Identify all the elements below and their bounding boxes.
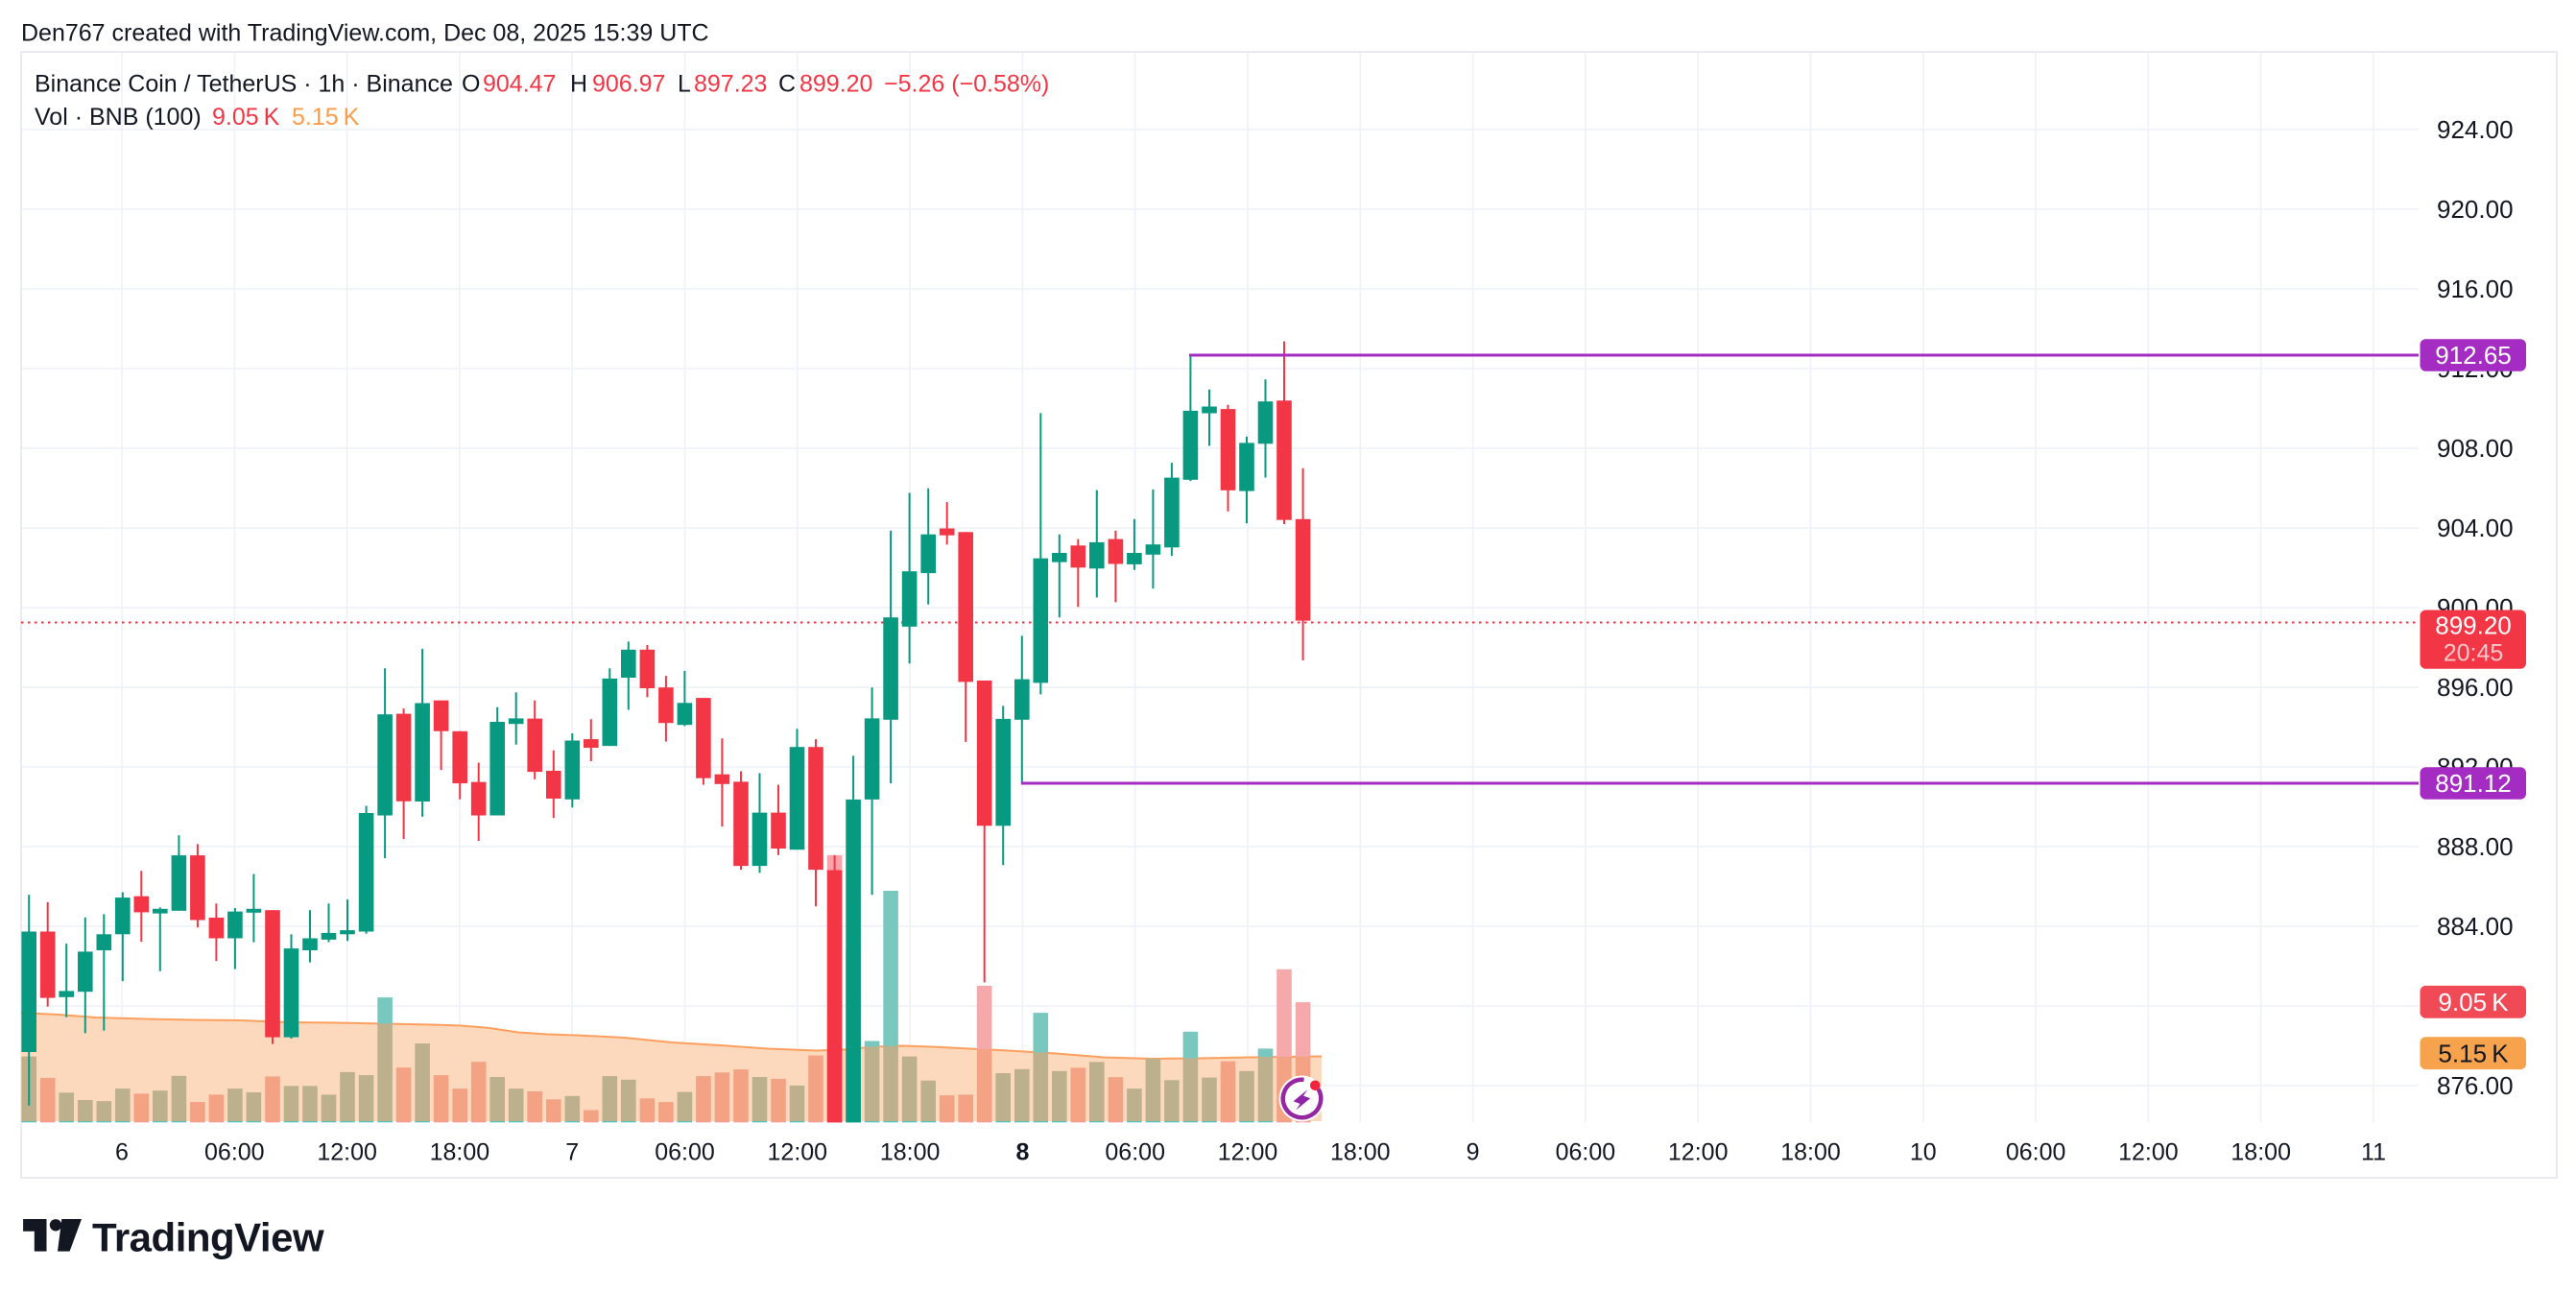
svg-text:8: 8	[1015, 1139, 1029, 1166]
svg-text:12:00: 12:00	[317, 1139, 377, 1166]
svg-text:924.00: 924.00	[2437, 115, 2514, 144]
svg-text:06:00: 06:00	[204, 1139, 265, 1166]
svg-text:Den767 created with TradingVie: Den767 created with TradingView.com, Dec…	[21, 20, 709, 47]
svg-text:7: 7	[565, 1139, 579, 1166]
svg-text:18:00: 18:00	[1780, 1139, 1841, 1166]
svg-text:904.00: 904.00	[2437, 514, 2514, 542]
svg-text:5.15 K: 5.15 K	[2438, 1039, 2509, 1067]
svg-text:06:00: 06:00	[2006, 1139, 2066, 1166]
svg-text:912.65: 912.65	[2435, 341, 2512, 370]
svg-text:884.00: 884.00	[2437, 912, 2514, 941]
svg-text:Vol · BNB (100): Vol · BNB (100)	[35, 104, 202, 131]
svg-text:12:00: 12:00	[2118, 1139, 2179, 1166]
svg-text:896.00: 896.00	[2437, 673, 2514, 702]
svg-text:920.00: 920.00	[2437, 195, 2514, 224]
svg-text:Binance Coin / TetherUS · 1h ·: Binance Coin / TetherUS · 1h · Binance	[35, 71, 453, 98]
svg-text:06:00: 06:00	[1556, 1139, 1616, 1166]
svg-text:18:00: 18:00	[880, 1139, 941, 1166]
svg-text:10: 10	[1910, 1139, 1937, 1166]
svg-text:18:00: 18:00	[2230, 1139, 2291, 1166]
svg-text:12:00: 12:00	[1668, 1139, 1729, 1166]
svg-text:904.47: 904.47	[483, 71, 556, 98]
svg-text:06:00: 06:00	[655, 1139, 715, 1166]
svg-text:C: C	[778, 71, 796, 98]
svg-text:6: 6	[115, 1139, 129, 1166]
svg-text:18:00: 18:00	[430, 1139, 490, 1166]
svg-text:916.00: 916.00	[2437, 275, 2514, 303]
svg-text:TradingView: TradingView	[92, 1215, 324, 1260]
svg-text:888.00: 888.00	[2437, 832, 2514, 861]
svg-text:L: L	[678, 71, 691, 98]
svg-text:H: H	[570, 71, 587, 98]
svg-text:891.12: 891.12	[2435, 769, 2512, 798]
svg-text:−5.26 (−0.58%): −5.26 (−0.58%)	[884, 71, 1049, 98]
svg-text:12:00: 12:00	[768, 1139, 828, 1166]
svg-text:5.15 K: 5.15 K	[292, 104, 360, 131]
svg-text:06:00: 06:00	[1105, 1139, 1165, 1166]
svg-text:9: 9	[1467, 1139, 1480, 1166]
svg-text:18:00: 18:00	[1330, 1139, 1391, 1166]
svg-text:908.00: 908.00	[2437, 434, 2514, 463]
svg-text:9.05 K: 9.05 K	[2438, 988, 2509, 1017]
svg-text:897.23: 897.23	[694, 71, 767, 98]
svg-text:899.20: 899.20	[799, 71, 872, 98]
svg-text:876.00: 876.00	[2437, 1071, 2514, 1100]
svg-text:O: O	[462, 71, 480, 98]
svg-text:20:45: 20:45	[2444, 640, 2504, 667]
svg-text:9.05 K: 9.05 K	[212, 104, 280, 131]
svg-text:906.97: 906.97	[592, 71, 665, 98]
svg-text:11: 11	[2361, 1139, 2386, 1166]
svg-text:12:00: 12:00	[1218, 1139, 1278, 1166]
svg-text:899.20: 899.20	[2435, 611, 2512, 640]
